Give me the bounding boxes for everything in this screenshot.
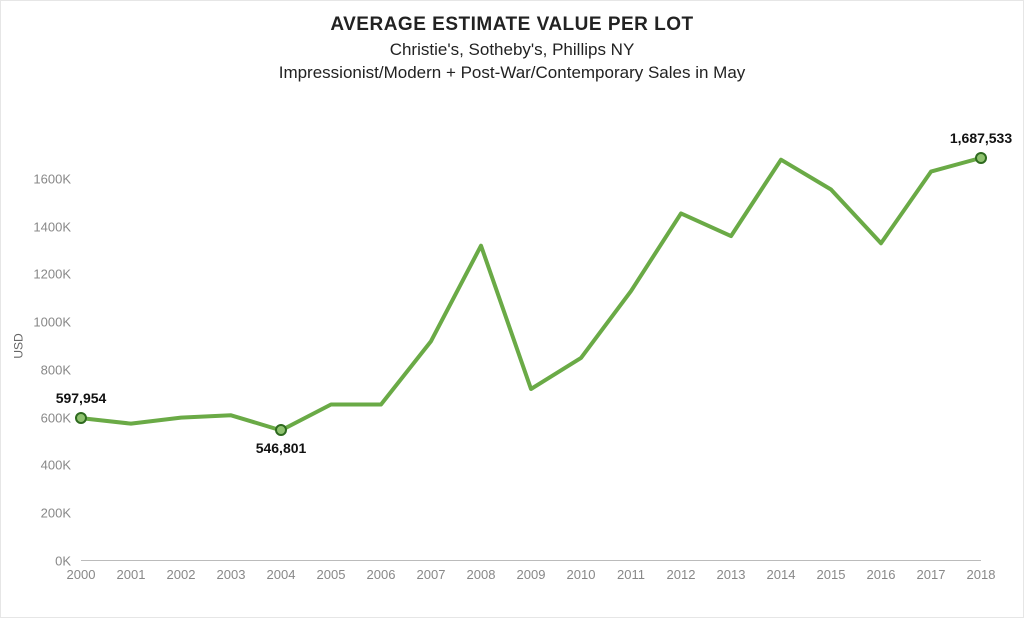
- x-tick-label: 2015: [817, 561, 846, 582]
- y-tick-label: 200K: [41, 506, 81, 521]
- y-tick-label: 1000K: [33, 315, 81, 330]
- x-tick-label: 2008: [467, 561, 496, 582]
- data-label: 1,687,533: [950, 130, 1012, 146]
- x-tick-label: 2014: [767, 561, 796, 582]
- x-tick-label: 2012: [667, 561, 696, 582]
- chart-subtitle-1: Christie's, Sotheby's, Phillips NY: [1, 39, 1023, 60]
- x-tick-label: 2001: [117, 561, 146, 582]
- x-tick-label: 2002: [167, 561, 196, 582]
- x-tick-label: 2005: [317, 561, 346, 582]
- x-tick-label: 2017: [917, 561, 946, 582]
- y-axis-label: USD: [12, 333, 26, 358]
- x-tick-label: 2013: [717, 561, 746, 582]
- data-marker: [975, 152, 987, 164]
- y-tick-label: 1200K: [33, 267, 81, 282]
- chart-subtitle-2: Impressionist/Modern + Post-War/Contempo…: [1, 62, 1023, 83]
- series-line: [81, 131, 981, 561]
- x-tick-label: 2018: [967, 561, 996, 582]
- x-tick-label: 2003: [217, 561, 246, 582]
- x-tick-label: 2016: [867, 561, 896, 582]
- y-tick-label: 1600K: [33, 171, 81, 186]
- data-marker: [275, 424, 287, 436]
- x-tick-label: 2004: [267, 561, 296, 582]
- x-tick-label: 2011: [617, 561, 645, 582]
- x-tick-label: 2006: [367, 561, 396, 582]
- x-tick-label: 2000: [67, 561, 96, 582]
- y-tick-label: 800K: [41, 362, 81, 377]
- plot-area: 0K200K400K600K800K1000K1200K1400K1600K20…: [81, 131, 981, 561]
- chart-container: AVERAGE ESTIMATE VALUE PER LOT Christie'…: [0, 0, 1024, 618]
- chart-titles: AVERAGE ESTIMATE VALUE PER LOT Christie'…: [1, 13, 1023, 83]
- data-label: 597,954: [56, 390, 107, 406]
- x-tick-label: 2007: [417, 561, 446, 582]
- y-axis-label-wrap: USD: [9, 131, 29, 561]
- y-tick-label: 400K: [41, 458, 81, 473]
- data-label: 546,801: [256, 440, 307, 456]
- y-tick-label: 1400K: [33, 219, 81, 234]
- x-tick-label: 2010: [567, 561, 596, 582]
- chart-title: AVERAGE ESTIMATE VALUE PER LOT: [1, 13, 1023, 37]
- data-marker: [75, 412, 87, 424]
- x-tick-label: 2009: [517, 561, 546, 582]
